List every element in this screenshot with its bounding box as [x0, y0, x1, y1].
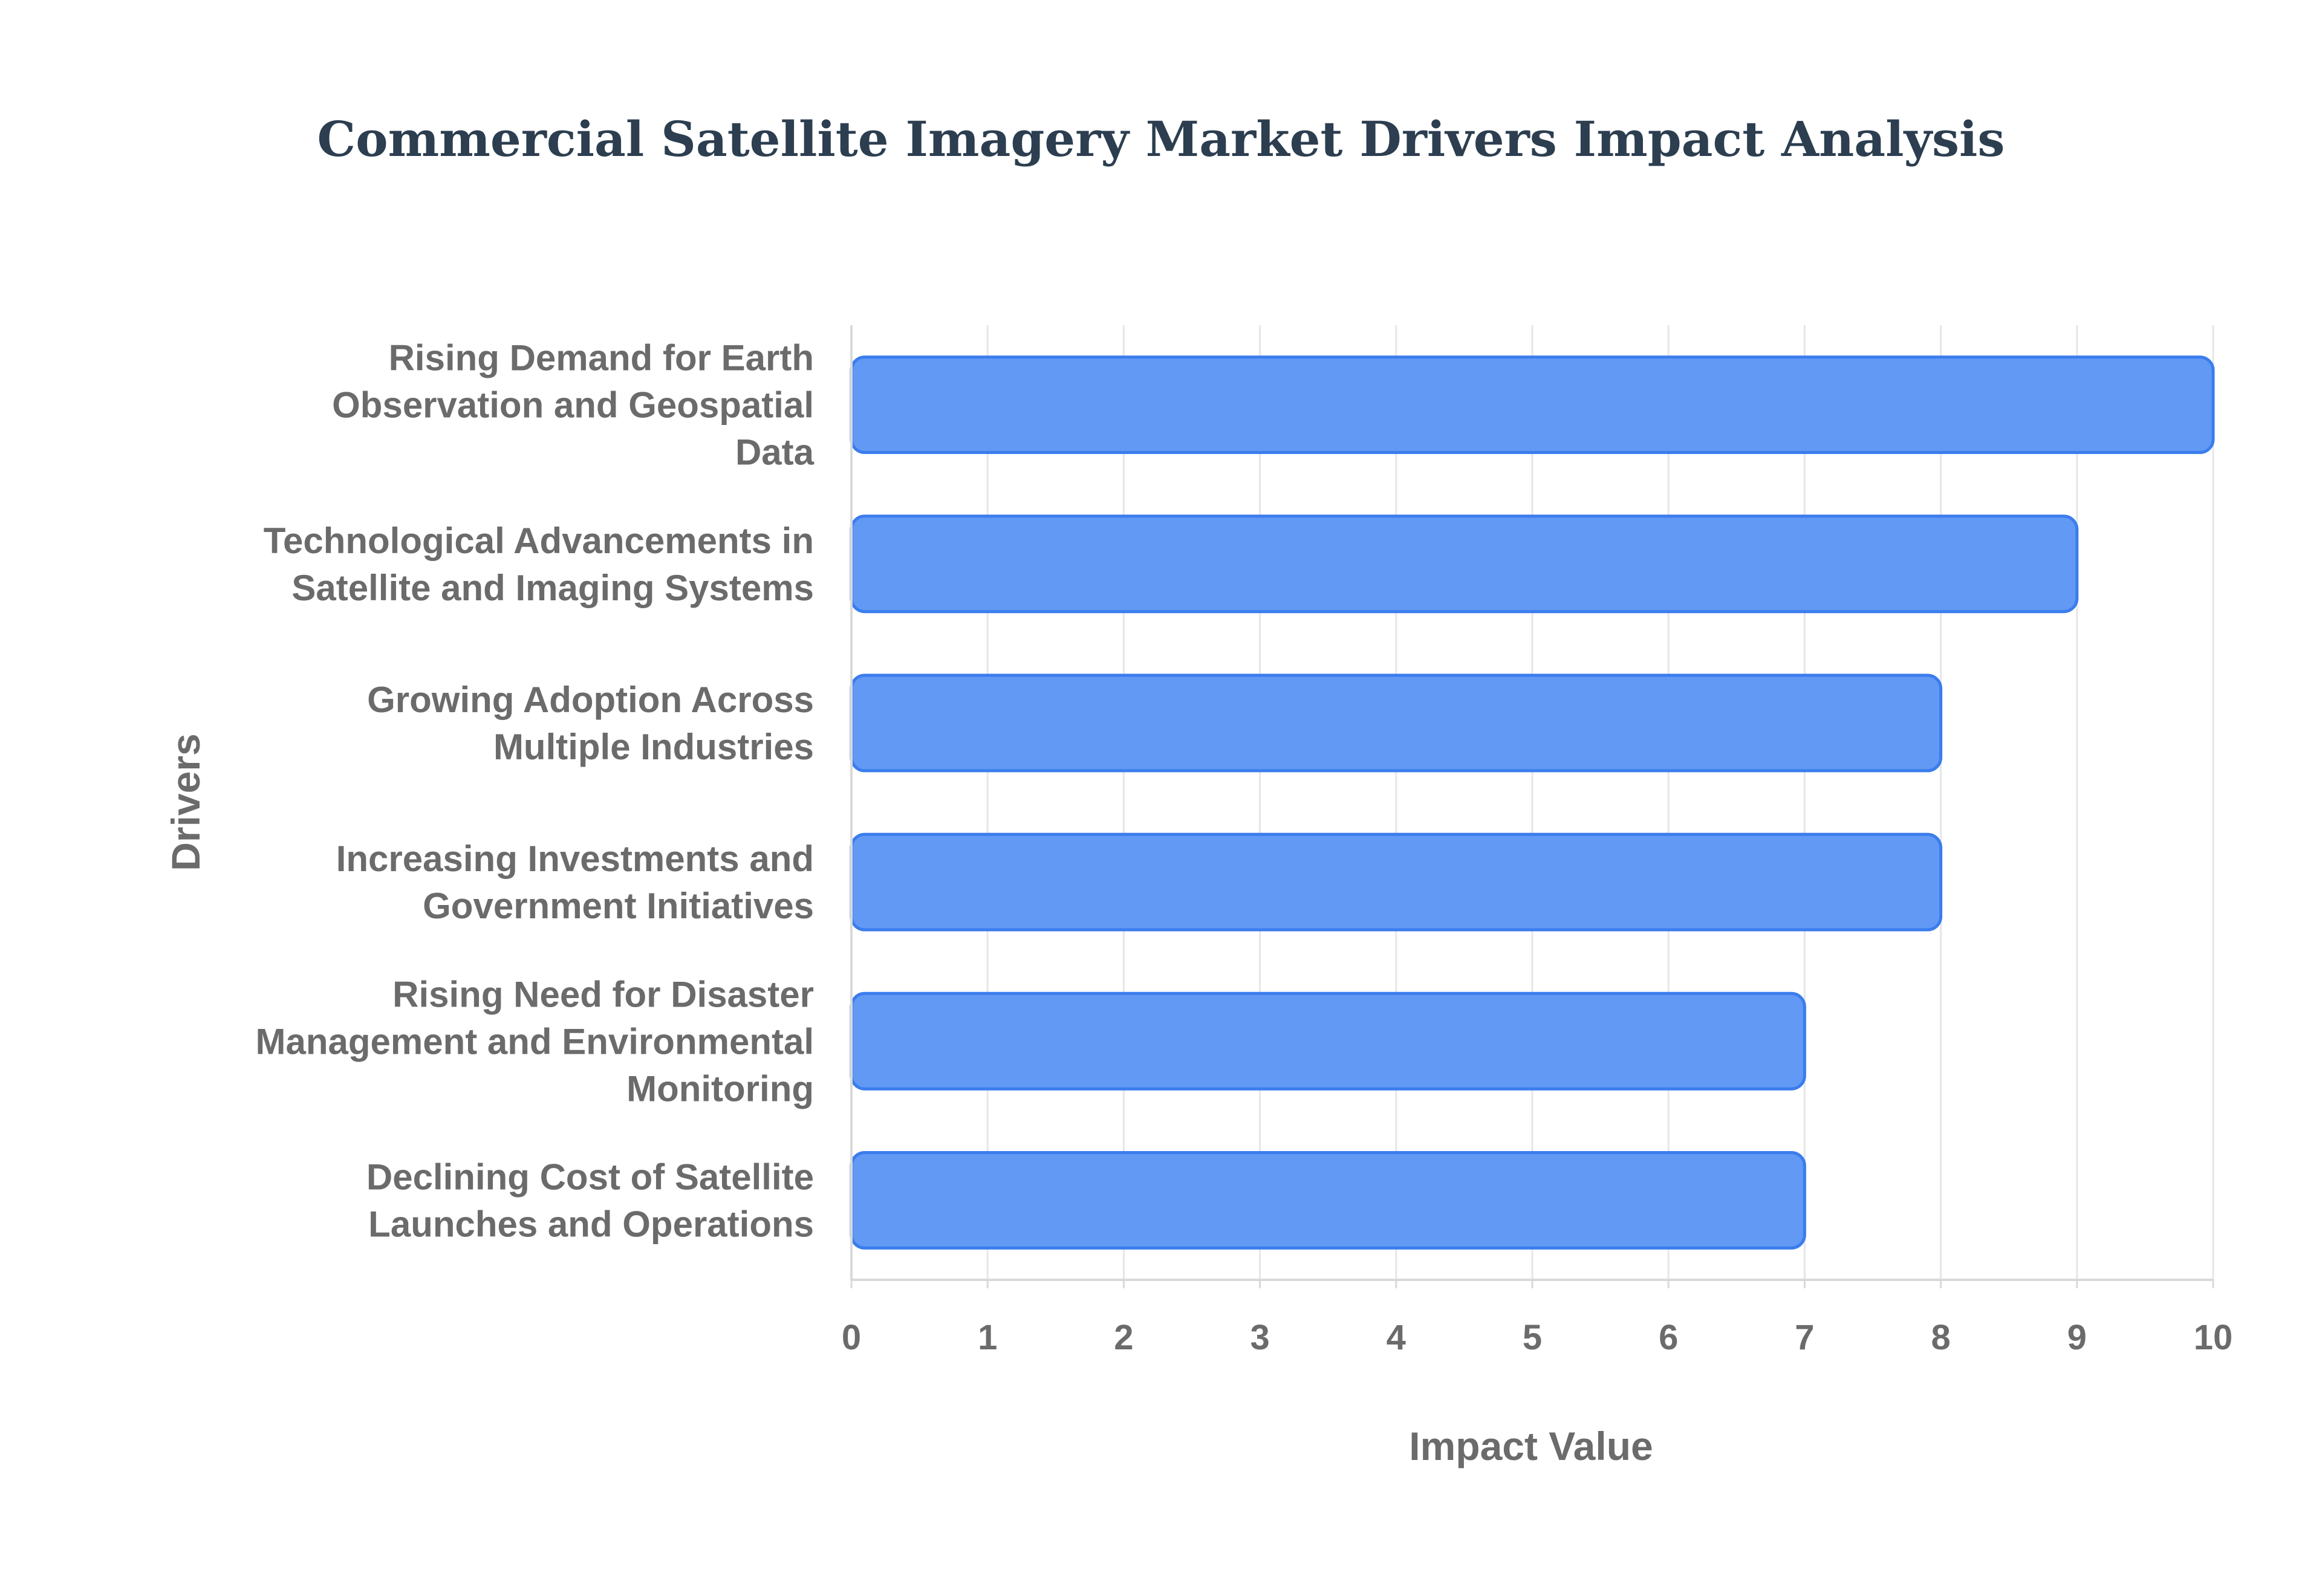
- category-label: Rising Demand for Earth Observation and G…: [332, 338, 814, 473]
- y-axis: Rising Demand for Earth Observation and G…: [256, 338, 815, 1245]
- bar-2: [850, 673, 1943, 773]
- x-tick-label: 9: [2067, 1318, 2087, 1357]
- x-tick-label: 0: [842, 1318, 861, 1357]
- bar-3: [850, 832, 1943, 932]
- category-label-line: Rising Need for Disaster: [392, 974, 814, 1014]
- x-tick-label: 3: [1250, 1318, 1269, 1357]
- category-label-line: Observation and Geospatial: [332, 385, 814, 426]
- category-label-line: Government Initiatives: [423, 886, 814, 926]
- category-label-line: Growing Adoption Across: [367, 680, 814, 720]
- category-label-line: Multiple Industries: [493, 727, 814, 767]
- x-axis-title: Impact Value: [1409, 1424, 1653, 1468]
- x-tick-label: 10: [2194, 1318, 2233, 1357]
- x-tick-label: 4: [1387, 1318, 1406, 1357]
- category-label-line: Launches and Operations: [368, 1204, 814, 1244]
- category-label: Declining Cost of Satellite Launches and …: [366, 1156, 814, 1244]
- category-label-line: Satellite and Imaging Systems: [291, 568, 814, 608]
- x-axis: 0 1 2 3 4 5 6 7 8 9 10: [842, 325, 2233, 1357]
- x-tick-label: 6: [1659, 1318, 1678, 1357]
- bar-1: [850, 514, 2079, 614]
- category-label: Rising Need for Disaster Management and E…: [256, 974, 815, 1109]
- category-label: Increasing Investments and Government Ini…: [336, 839, 814, 926]
- category-label-line: Technological Advancements in: [264, 521, 814, 561]
- category-label: Growing Adoption Across Multiple Industri…: [367, 680, 814, 767]
- category-label-line: Monitoring: [626, 1068, 814, 1109]
- y-axis-title: Drivers: [163, 733, 208, 871]
- bars-layer: [850, 355, 2215, 1250]
- x-tick-label: 1: [978, 1318, 997, 1357]
- x-tick-label: 8: [1931, 1318, 1950, 1357]
- x-tick-label: 7: [1795, 1318, 1814, 1357]
- category-label-line: Data: [735, 432, 815, 473]
- category-label: Technological Advancements in Satellite a…: [264, 521, 814, 608]
- chart-title: Commercial Satellite Imagery Market Driv…: [317, 111, 2005, 167]
- category-label-line: Increasing Investments and: [336, 839, 814, 879]
- grid-layer: [986, 325, 2214, 1280]
- bar-4: [850, 991, 1806, 1091]
- x-tick-label: 5: [1523, 1318, 1542, 1357]
- category-label-line: Rising Demand for Earth: [389, 338, 814, 378]
- bar-0: [850, 355, 2215, 455]
- category-label-line: Management and Environmental: [256, 1021, 815, 1062]
- category-label-line: Declining Cost of Satellite: [366, 1156, 814, 1197]
- bar-5: [850, 1150, 1806, 1250]
- x-tick-label: 2: [1114, 1318, 1133, 1357]
